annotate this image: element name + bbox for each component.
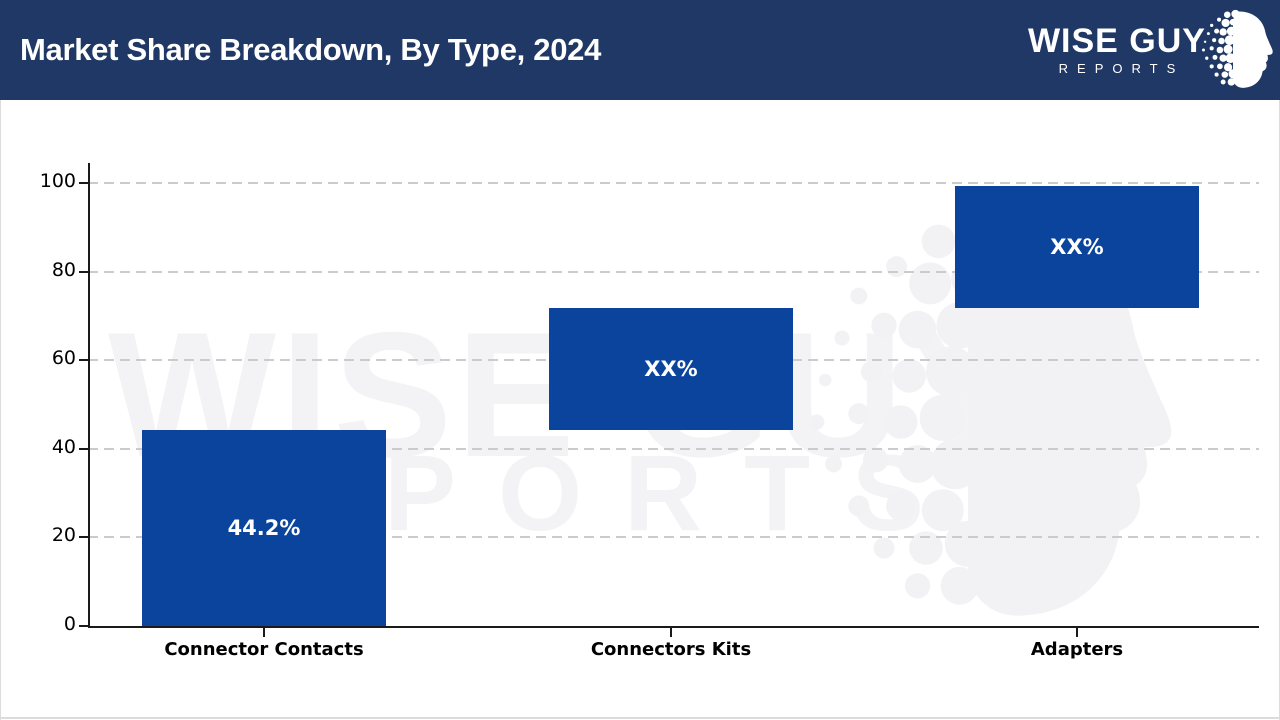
y-tick-label-0: 0	[63, 613, 76, 635]
y-tick-label-100: 100	[39, 170, 76, 193]
y-tick-label-80: 80	[51, 258, 76, 281]
bar-value-label: 44.2%	[227, 516, 301, 541]
frame-bottom-border	[0, 717, 1280, 719]
y-tick-label-60: 60	[51, 347, 76, 370]
logo-wordmark: WISE GUY	[1027, 22, 1206, 61]
logo-dotted-head-icon	[1202, 9, 1273, 88]
bar-value-label: XX%	[644, 357, 698, 381]
category-label-2: Adapters	[1030, 639, 1124, 660]
bar-connectors-kits[interactable]: XX%	[549, 307, 793, 431]
x-axis-line	[88, 626, 1259, 628]
x-tick-0	[263, 628, 265, 637]
y-tick-80	[79, 270, 88, 273]
bar-connector-contacts[interactable]: 44.2%	[142, 430, 386, 626]
logo-reports-text: REPORTS	[1058, 60, 1185, 76]
y-tick-20	[79, 536, 88, 539]
y-tick-label-20: 20	[51, 524, 76, 547]
logo-text: WISE GUY REPORTS	[1027, 22, 1206, 76]
y-axis-line	[88, 163, 90, 628]
category-label-1: Connectors Kits	[590, 639, 752, 660]
y-tick-40	[79, 447, 88, 450]
y-tick-label-40: 40	[51, 435, 76, 458]
bar-adapters[interactable]: XX%	[955, 185, 1199, 308]
wise-guy-reports-logo: WISE GUY REPORTS	[1028, 0, 1274, 100]
gridline-40	[88, 447, 1259, 450]
page-title: Market Share Breakdown, By Type, 2024	[20, 32, 602, 67]
frame-left-border	[0, 100, 1, 720]
y-tick-60	[79, 359, 88, 362]
gridline-80	[88, 270, 1259, 273]
gridline-20	[88, 536, 1259, 539]
y-tick-100	[79, 182, 88, 185]
gridline-100	[88, 182, 1259, 185]
bar-value-label: XX%	[1050, 234, 1104, 259]
header: Market Share Breakdown, By Type, 2024 WI…	[0, 0, 1280, 100]
x-tick-1	[670, 628, 672, 637]
category-label-0: Connector Contacts	[164, 639, 364, 660]
y-tick-0	[79, 625, 88, 627]
x-tick-2	[1076, 628, 1078, 637]
